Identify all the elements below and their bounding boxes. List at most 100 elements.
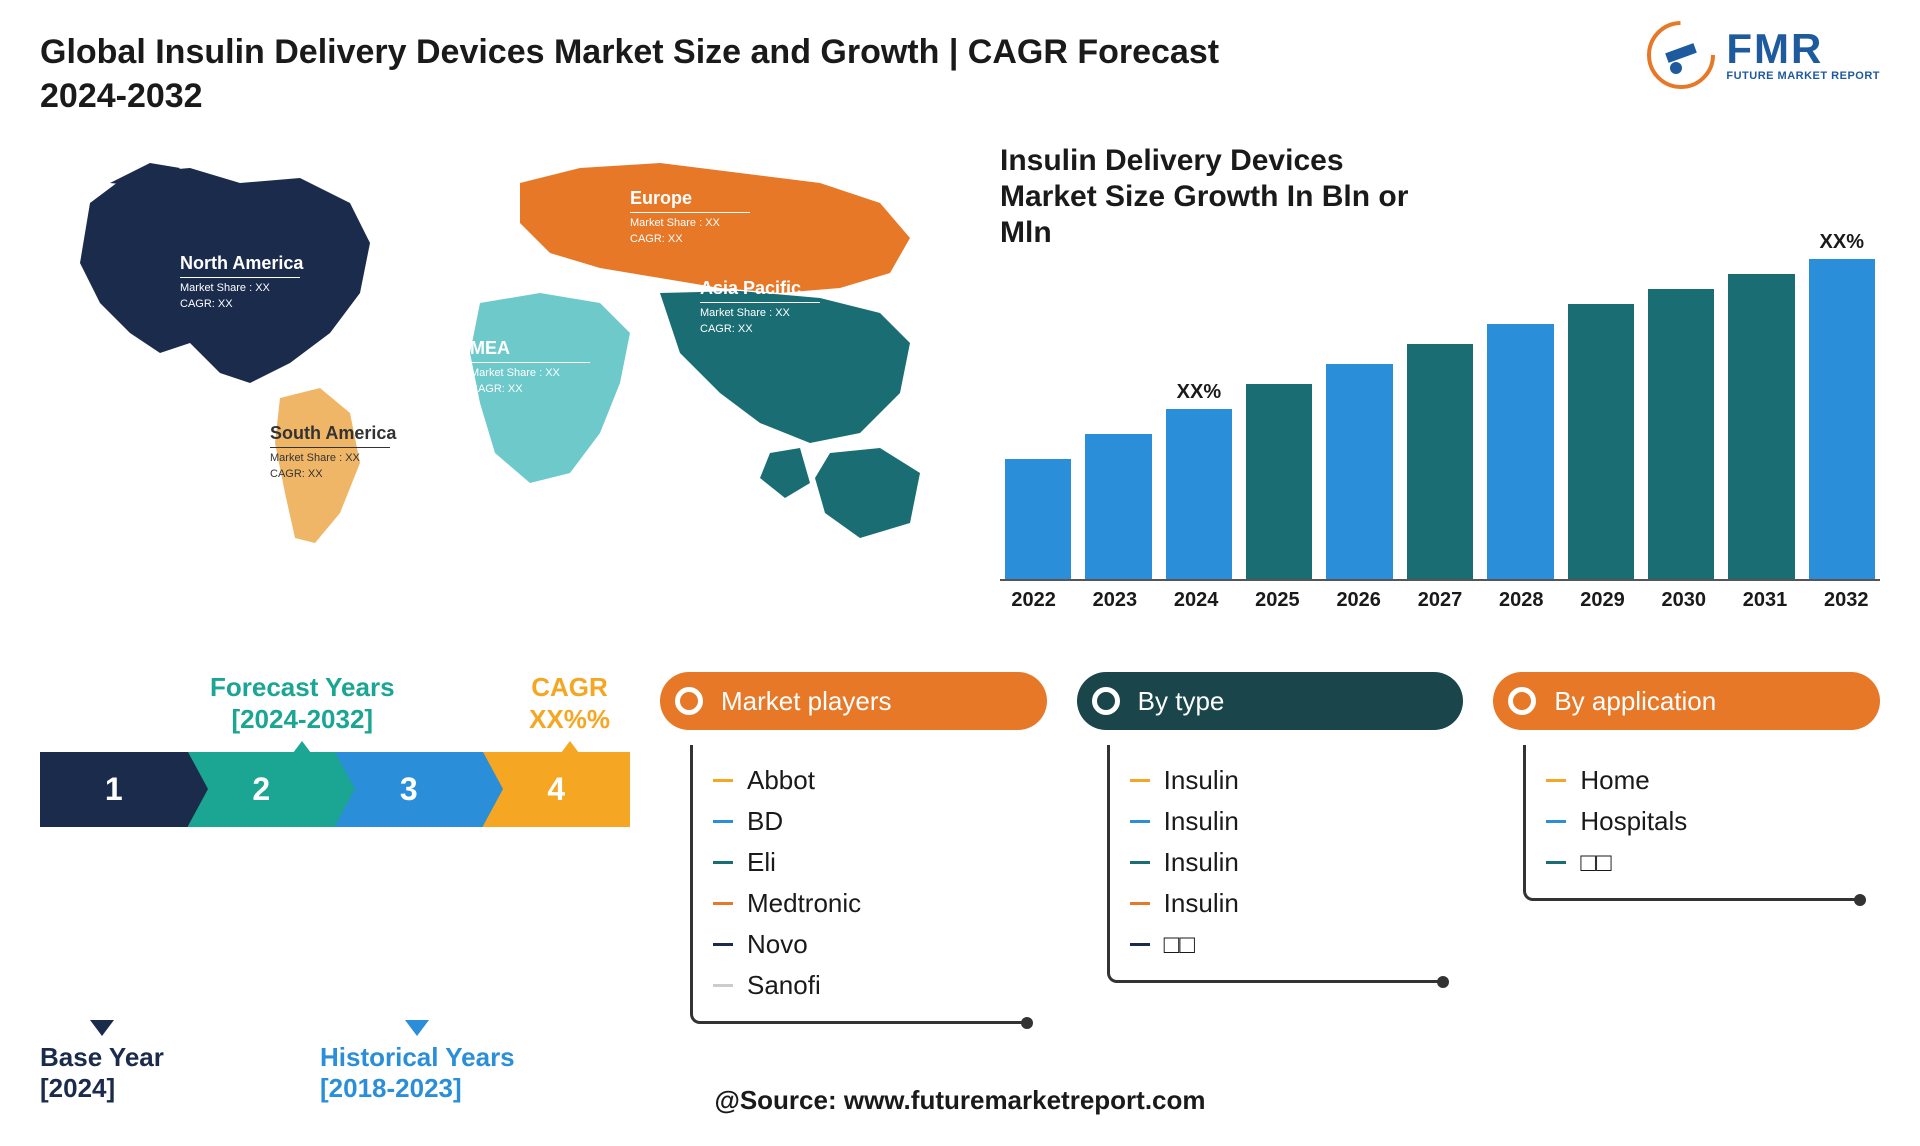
bar-2022 [1005,459,1071,579]
source-attribution: @Source: www.futuremarketreport.com [714,1085,1205,1116]
item-label: Sanofi [747,970,821,1001]
bar-2028 [1487,324,1553,579]
cagr-label: CAGR XX%% [529,672,610,756]
bar-rect [1809,259,1875,579]
growth-bar-chart: Insulin Delivery Devices Market Size Gro… [1000,143,1880,612]
forecast-years-label: Forecast Years [2024-2032] [210,672,395,756]
region-label-sa: South AmericaMarket Share : XXCAGR: XX [270,423,396,482]
bar-rect [1246,384,1312,579]
x-tick-label: 2029 [1569,589,1636,612]
bullet-icon [1508,687,1536,715]
bullet-icon [675,687,703,715]
list-item: Insulin [1130,883,1444,924]
base-year-label: Base Year [2024] [40,1020,164,1104]
list-item: □□ [1546,842,1860,883]
tick-icon [1130,820,1150,823]
item-label: Insulin [1164,765,1239,796]
tick-icon [713,902,733,905]
page-title: Global Insulin Delivery Devices Market S… [40,30,1290,118]
tick-icon [1546,820,1566,823]
list-item: Medtronic [713,883,1027,924]
timeline-step-3: 3 [335,752,483,827]
bar-rect [1487,324,1553,579]
category-by-type: By type Insulin Insulin Insulin Insulin □□ [1077,672,1464,1024]
tick-icon [1130,943,1150,946]
list-item: Eli [713,842,1027,883]
tick-icon [713,779,733,782]
tick-icon [713,984,733,987]
category-header: By application [1493,672,1880,730]
bar-rect [1648,289,1714,579]
bar-2026 [1326,364,1392,579]
list-item: Sanofi [713,965,1027,1006]
triangle-down-icon [405,1020,429,1036]
bar-rect [1326,364,1392,579]
category-body: AbbotBDEliMedtronicNovoSanofi [690,745,1027,1024]
x-tick-label: 2031 [1731,589,1798,612]
region-label-eu: EuropeMarket Share : XXCAGR: XX [630,188,750,247]
chart-title: Insulin Delivery Devices Market Size Gro… [1000,143,1420,251]
timeline-step-4: 4 [483,752,631,827]
item-label: Insulin [1164,806,1239,837]
bar-rect [1568,304,1634,579]
bar-2032: XX% [1809,259,1875,579]
category-title: By application [1554,686,1716,717]
bar-annotation: XX% [1820,231,1864,254]
logo-main-text: FMR [1726,28,1880,70]
bar-2027 [1407,344,1473,579]
category-title: Market players [721,686,892,717]
x-tick-label: 2030 [1650,589,1717,612]
tick-icon [1130,902,1150,905]
x-tick-label: 2026 [1325,589,1392,612]
tick-icon [713,820,733,823]
item-label: □□ [1580,847,1611,878]
chart-bars-area: XX%XX% [1000,261,1880,581]
category-header: By type [1077,672,1464,730]
list-item: Insulin [1130,842,1444,883]
world-map: North AmericaMarket Share : XXCAGR: XX So… [40,143,960,563]
bar-2023 [1085,434,1151,579]
tick-icon [1546,779,1566,782]
list-item: Hospitals [1546,801,1860,842]
region-label-ap: Asia PacificMarket Share : XXCAGR: XX [700,278,820,337]
bar-2031 [1728,274,1794,579]
category-header: Market players [660,672,1047,730]
bar-rect [1005,459,1071,579]
category-title: By type [1138,686,1225,717]
bar-2029 [1568,304,1634,579]
region-label-na: North AmericaMarket Share : XXCAGR: XX [180,253,303,312]
x-tick-label: 2023 [1081,589,1148,612]
item-label: Insulin [1164,847,1239,878]
category-body: Home Hospitals □□ [1523,745,1860,901]
list-item: Novo [713,924,1027,965]
bar-rect [1407,344,1473,579]
timeline-step-2: 2 [188,752,336,827]
tick-icon [713,943,733,946]
item-label: Novo [747,929,808,960]
tick-icon [713,861,733,864]
category-body: Insulin Insulin Insulin Insulin □□ [1107,745,1444,983]
historical-years-label: Historical Years [2018-2023] [320,1020,515,1104]
list-item: Insulin [1130,760,1444,801]
bar-rect [1085,434,1151,579]
x-tick-label: 2025 [1244,589,1311,612]
item-label: BD [747,806,783,837]
item-label: □□ [1164,929,1195,960]
x-tick-label: 2027 [1406,589,1473,612]
telescope-icon [1646,20,1716,90]
category-columns: Market playersAbbotBDEliMedtronicNovoSan… [660,672,1880,1024]
timeline-section: Forecast Years [2024-2032] CAGR XX%% 123… [40,672,630,1024]
tick-icon [1130,861,1150,864]
list-item: Insulin [1130,801,1444,842]
item-label: Medtronic [747,888,861,919]
x-tick-label: 2024 [1163,589,1230,612]
list-item: □□ [1130,924,1444,965]
brand-logo: FMR FUTURE MARKET REPORT [1646,20,1880,90]
bar-2025 [1246,384,1312,579]
item-label: Home [1580,765,1649,796]
tick-icon [1130,779,1150,782]
timeline-step-1: 1 [40,752,188,827]
bullet-icon [1092,687,1120,715]
x-tick-label: 2022 [1000,589,1067,612]
bar-2030 [1648,289,1714,579]
